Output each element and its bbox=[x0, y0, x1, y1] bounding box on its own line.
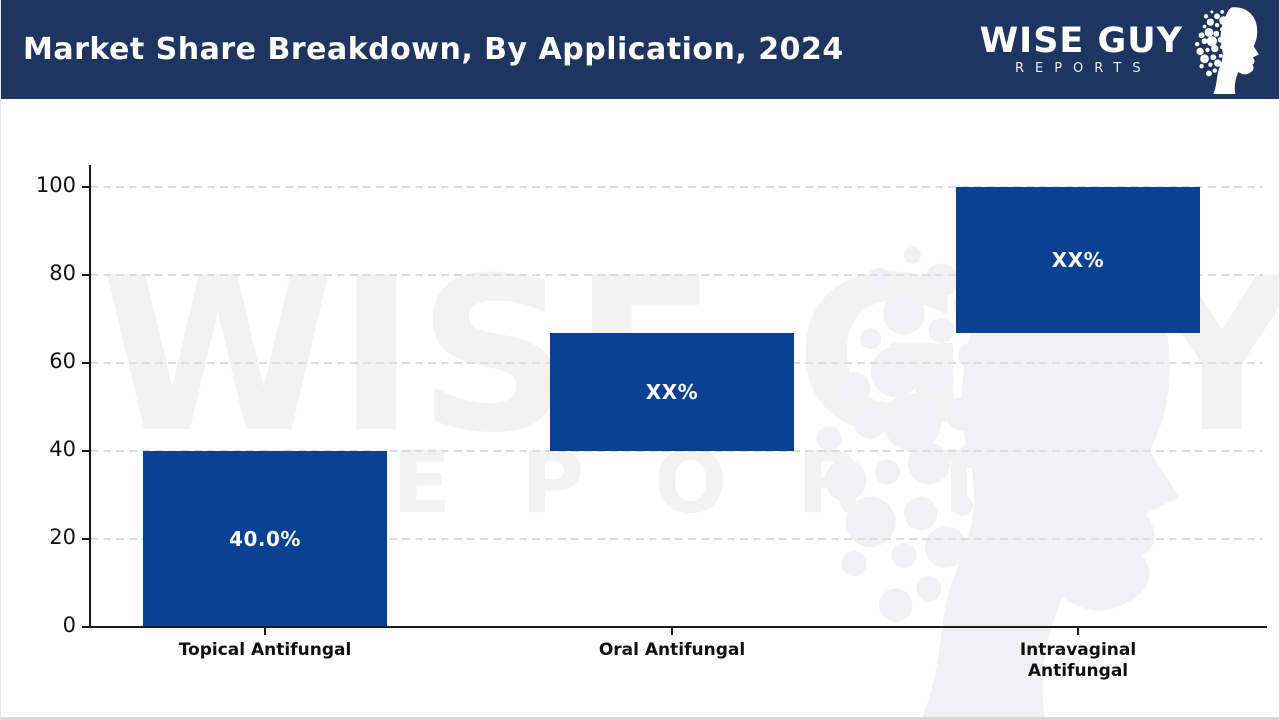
y-axis-tick bbox=[82, 274, 90, 276]
wise-guy-logo: WISE GUY REPORTS bbox=[980, 6, 1267, 94]
logo-face-icon bbox=[1195, 6, 1259, 94]
x-category-label: Oral Antifungal bbox=[598, 640, 746, 660]
y-axis-tick bbox=[82, 538, 90, 540]
grid-line bbox=[90, 274, 1263, 276]
y-tick-label: 100 bbox=[35, 173, 76, 197]
y-axis-tick bbox=[82, 450, 90, 452]
y-tick-label: 0 bbox=[62, 613, 76, 637]
y-axis-tick bbox=[82, 626, 90, 628]
x-category-label: Topical Antifungal bbox=[178, 640, 352, 660]
logo-wordmark: WISE GUY bbox=[979, 21, 1183, 61]
bar-value-label: XX% bbox=[645, 380, 699, 405]
grid-line bbox=[90, 186, 1263, 188]
y-tick-label: 80 bbox=[49, 261, 76, 285]
y-tick-label: 40 bbox=[49, 437, 76, 461]
x-axis-tick bbox=[671, 627, 673, 635]
grid-line bbox=[90, 538, 1263, 540]
header: Market Share Breakdown, By Application, … bbox=[1, 0, 1279, 99]
bar-segment: XX% bbox=[956, 187, 1200, 334]
logo-text: WISE GUY REPORTS bbox=[979, 21, 1183, 76]
page-title: Market Share Breakdown, By Application, … bbox=[23, 32, 844, 67]
x-axis-tick bbox=[1077, 627, 1079, 635]
grid-line bbox=[90, 450, 1263, 452]
bar-value-label: 40.0% bbox=[229, 527, 301, 551]
x-axis-line bbox=[89, 626, 1267, 628]
bar-value-label: XX% bbox=[1051, 248, 1105, 273]
bar-segment: XX% bbox=[550, 333, 794, 451]
watermark-face-icon bbox=[816, 229, 1179, 717]
x-axis-tick bbox=[264, 627, 266, 635]
logo-subtitle: REPORTS bbox=[1014, 61, 1152, 76]
x-category-label: Intravaginal Antifungal bbox=[1019, 640, 1137, 682]
y-axis-tick bbox=[82, 186, 90, 188]
y-axis-tick bbox=[82, 362, 90, 364]
y-tick-label: 20 bbox=[49, 525, 76, 549]
y-tick-label: 60 bbox=[49, 349, 76, 373]
bar-segment: 40.0% bbox=[143, 451, 387, 627]
y-axis-line bbox=[89, 165, 91, 628]
